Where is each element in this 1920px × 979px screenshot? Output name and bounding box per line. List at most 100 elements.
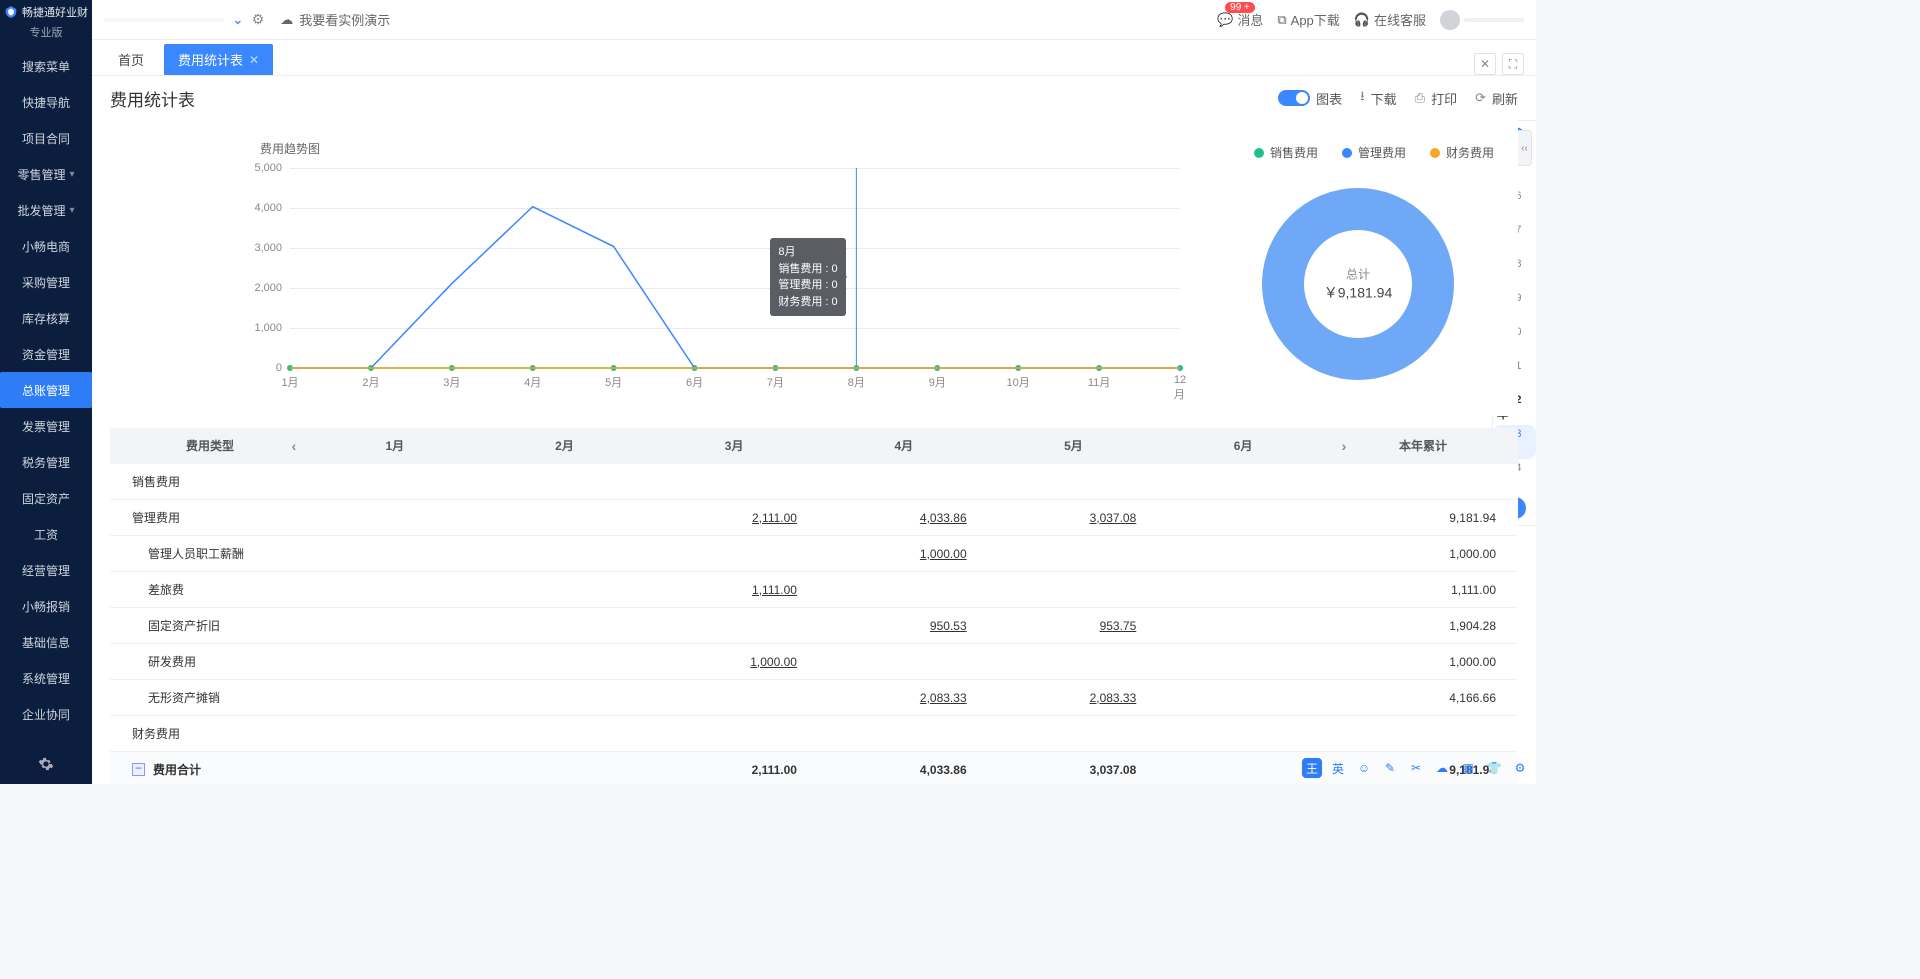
- tab-expense-report[interactable]: 费用统计表 ✕: [164, 44, 273, 75]
- sidebar-item[interactable]: 项目合同: [0, 120, 92, 156]
- close-icon[interactable]: ✕: [249, 53, 259, 67]
- sidebar-item[interactable]: 小畅报销: [0, 588, 92, 624]
- chart-toggle[interactable]: 图表: [1278, 89, 1342, 108]
- row-total: [1328, 464, 1518, 500]
- tab-close-all-button[interactable]: ✕: [1474, 53, 1496, 75]
- donut-center-value: ￥9,181.94: [1324, 283, 1393, 303]
- row-label: 差旅费: [110, 572, 310, 608]
- cell: 1,111.00: [649, 572, 819, 608]
- cell-link[interactable]: 1,000.00: [750, 655, 797, 669]
- print-button[interactable]: ⎙打印: [1415, 89, 1457, 108]
- sidebar-item-label: 采购管理: [22, 274, 70, 291]
- tray-gear-icon[interactable]: ⚙: [1510, 758, 1530, 778]
- legend-item[interactable]: 管理费用: [1342, 144, 1406, 161]
- tab-fullscreen-button[interactable]: ⛶: [1502, 53, 1524, 75]
- y-axis-label: 5,000: [254, 162, 282, 174]
- cell-link[interactable]: 2,083.33: [920, 691, 967, 705]
- sidebar-settings[interactable]: [0, 744, 92, 784]
- messages-button[interactable]: 99 + 💬 消息: [1217, 10, 1263, 29]
- refresh-button[interactable]: ⟳刷新: [1475, 89, 1518, 108]
- demo-link[interactable]: ☁ 我要看实例演示: [280, 10, 390, 29]
- table-next-button[interactable]: ›: [1334, 430, 1354, 462]
- cell: [989, 464, 1159, 500]
- sidebar-item[interactable]: 新手引导: [0, 732, 92, 744]
- cell: 3,037.08: [989, 752, 1159, 785]
- cell-link[interactable]: 3,037.08: [1090, 511, 1137, 525]
- sidebar-item[interactable]: 发票管理: [0, 408, 92, 444]
- sidebar-item[interactable]: 固定资产: [0, 480, 92, 516]
- sidebar-item-label: 发票管理: [22, 418, 70, 435]
- line-chart-title: 费用趋势图: [260, 140, 320, 157]
- tab-home[interactable]: 首页: [104, 44, 158, 75]
- refresh-label: 刷新: [1492, 89, 1518, 108]
- table-row: 无形资产摊销2,083.332,083.334,166.66: [110, 680, 1518, 716]
- tray-emoji-icon[interactable]: ☺: [1354, 758, 1374, 778]
- cell-link[interactable]: 4,033.86: [920, 511, 967, 525]
- collapse-icon[interactable]: [132, 763, 145, 776]
- brand-logo-icon: [4, 5, 18, 19]
- sidebar-item[interactable]: 工资: [0, 516, 92, 552]
- legend-item[interactable]: 财务费用: [1430, 144, 1494, 161]
- tray-grid-icon[interactable]: ▦: [1458, 758, 1478, 778]
- cell-link[interactable]: 950.53: [930, 619, 967, 633]
- x-axis-label: 5月: [605, 374, 622, 390]
- sidebar-item[interactable]: 采购管理: [0, 264, 92, 300]
- row-label: 费用合计: [110, 752, 310, 785]
- sidebar-item-label: 小畅报销: [22, 598, 70, 615]
- cell: [989, 536, 1159, 572]
- sidebar-item[interactable]: 总账管理: [0, 372, 92, 408]
- sidebar-item[interactable]: 经营管理: [0, 552, 92, 588]
- cell-link[interactable]: 2,111.00: [752, 511, 797, 525]
- line-chart[interactable]: 01,0002,0003,0004,0005,0001月2月3月4月5月6月7月…: [290, 168, 1180, 388]
- sidebar-item[interactable]: 快捷导航: [0, 84, 92, 120]
- cell: [480, 644, 650, 680]
- sidebar-item[interactable]: 小畅电商: [0, 228, 92, 264]
- sidebar-item[interactable]: 库存核算: [0, 300, 92, 336]
- cell-link[interactable]: 1,000.00: [920, 547, 967, 561]
- account-switcher[interactable]: ⌄ ⚙: [104, 11, 264, 28]
- table-prev-button[interactable]: ‹: [284, 430, 304, 462]
- legend-label: 财务费用: [1446, 146, 1494, 160]
- y-axis-label: 4,000: [254, 202, 282, 214]
- download-button[interactable]: ⭳下载: [1360, 87, 1397, 109]
- lang-indicator[interactable]: 英: [1328, 758, 1348, 778]
- toggle-switch-icon: [1278, 90, 1310, 106]
- cell-link[interactable]: 953.75: [1100, 619, 1137, 633]
- sidebar-item[interactable]: 批发管理▾: [0, 192, 92, 228]
- table-row: 财务费用: [110, 716, 1518, 752]
- cell-link[interactable]: 1,111.00: [752, 583, 797, 597]
- row-total: 1,000.00: [1328, 644, 1518, 680]
- tray-cloud-icon[interactable]: ☁: [1432, 758, 1452, 778]
- donut-chart[interactable]: 总计 ￥9,181.94: [1258, 184, 1458, 384]
- cell-link[interactable]: 2,083.33: [1090, 691, 1137, 705]
- sidebar-item[interactable]: 基础信息: [0, 624, 92, 660]
- chat-icon: ☁: [280, 12, 293, 28]
- tray-scissors-icon[interactable]: ✂: [1406, 758, 1426, 778]
- user-menu[interactable]: [1440, 10, 1524, 30]
- account-settings-icon[interactable]: ⚙: [252, 11, 265, 28]
- sidebar: 畅捷通好业财 专业版 搜索菜单快捷导航项目合同零售管理▾批发管理▾小畅电商采购管…: [0, 0, 92, 784]
- support-button[interactable]: 🎧 在线客服: [1354, 10, 1426, 29]
- tray-edit-icon[interactable]: ✎: [1380, 758, 1400, 778]
- cell: [310, 464, 480, 500]
- y-axis-label: 1,000: [254, 322, 282, 334]
- panel-collapse-button[interactable]: ‹‹: [1518, 130, 1532, 166]
- row-label: 销售费用: [110, 464, 310, 500]
- sidebar-item[interactable]: 零售管理▾: [0, 156, 92, 192]
- legend-item[interactable]: 销售费用: [1254, 144, 1318, 161]
- sidebar-item[interactable]: 搜索菜单: [0, 48, 92, 84]
- cell: [480, 716, 650, 752]
- sidebar-item[interactable]: 税务管理: [0, 444, 92, 480]
- x-axis-label: 12月: [1174, 374, 1186, 402]
- cell: [1158, 536, 1328, 572]
- print-label: 打印: [1431, 89, 1457, 108]
- cell: 2,083.33: [819, 680, 989, 716]
- sidebar-item[interactable]: 系统管理: [0, 660, 92, 696]
- cell: [819, 572, 989, 608]
- cell: [310, 572, 480, 608]
- sidebar-item[interactable]: 企业协同: [0, 696, 92, 732]
- sidebar-item[interactable]: 资金管理: [0, 336, 92, 372]
- app-download-button[interactable]: ⧉ App下载: [1277, 10, 1339, 29]
- ime-indicator[interactable]: 王: [1302, 758, 1322, 778]
- tray-person-icon[interactable]: 👕: [1484, 758, 1504, 778]
